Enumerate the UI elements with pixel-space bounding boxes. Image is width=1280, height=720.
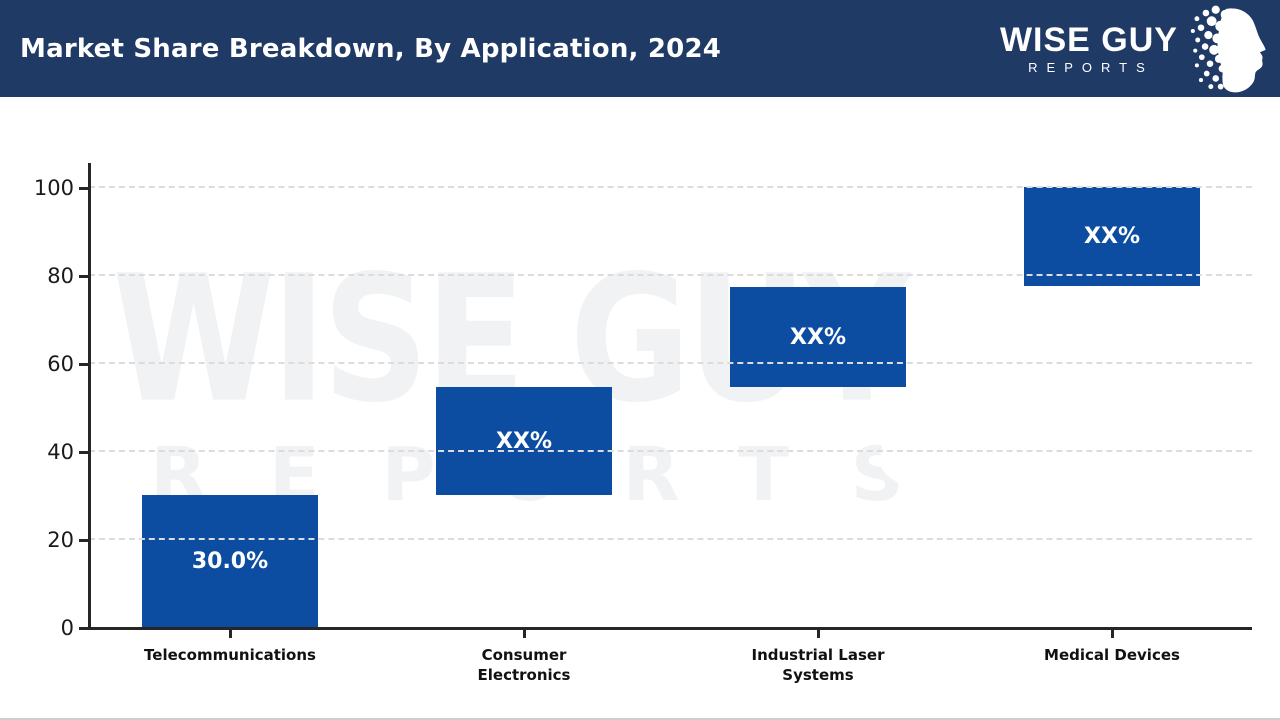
bar-medical-devices [1024,187,1200,286]
y-tick-0 [79,627,88,630]
bar-consumer-electronics [436,387,612,495]
dotted-head-icon [1190,5,1266,92]
x-axis-line [83,627,1252,630]
bar-value-label-medical-devices: XX% [1084,224,1140,249]
y-tick-20 [79,539,88,542]
y-tick-100 [79,187,88,190]
x-axis-label-line: Industrial Laser [751,646,885,664]
logo-text: WISE GUY REPORTS [1000,23,1178,75]
gridline-100 [89,186,1252,188]
gridline-40 [89,450,1252,452]
chart-title: Market Share Breakdown, By Application, … [20,33,722,64]
bar-value-label-consumer-electronics: XX% [496,428,552,454]
gridline-20 [89,538,1252,540]
y-tick-60 [79,363,88,366]
x-tick-medical-devices [1111,629,1114,638]
x-axis-label-consumer-electronics: Consumer Electronics [394,645,654,685]
logo-sub-text: REPORTS [1028,59,1154,75]
bar-value-label-industrial-laser-systems: XX% [790,324,846,350]
x-axis-label-industrial-laser-systems: Industrial Laser Systems [688,645,948,685]
bar-industrial-laser-systems [730,286,906,388]
y-tick-80 [79,275,88,278]
x-axis-label-line: Consumer [481,646,567,664]
x-axis-label-line: Telecommunications [144,646,316,664]
y-tick-40 [79,451,88,454]
wiseguy-logo: WISE GUY REPORTS [1000,4,1274,94]
bottom-divider [0,718,1280,720]
y-axis-line [88,163,91,629]
x-tick-consumer-electronics [523,629,526,638]
chart-area: WISE GUY REPORTS 30.0%XX%XX%XX%020406080… [0,97,1280,718]
logo-brand-text: WISE GUY [999,20,1178,59]
bar-value-label-telecommunications: 30.0% [191,548,269,574]
x-axis-label-line: Medical Devices [1044,646,1180,664]
header: Market Share Breakdown, By Application, … [0,0,1280,97]
x-axis-label-line: Systems [782,666,854,684]
y-tick-label-0: 0 [60,616,74,640]
bar-telecommunications [142,495,318,627]
x-tick-telecommunications [229,629,232,638]
x-axis-label-line: Electronics [477,666,571,684]
gridline-80 [89,274,1252,276]
x-axis-label-telecommunications: Telecommunications [100,645,360,665]
y-tick-label-60: 60 [47,352,74,376]
y-tick-label-100: 100 [33,176,74,200]
y-tick-label-80: 80 [47,264,74,288]
x-tick-industrial-laser-systems [817,629,820,638]
gridline-60 [89,362,1252,364]
x-axis-label-medical-devices: Medical Devices [982,645,1242,665]
y-tick-label-20: 20 [47,528,74,552]
y-tick-label-40: 40 [47,440,74,464]
